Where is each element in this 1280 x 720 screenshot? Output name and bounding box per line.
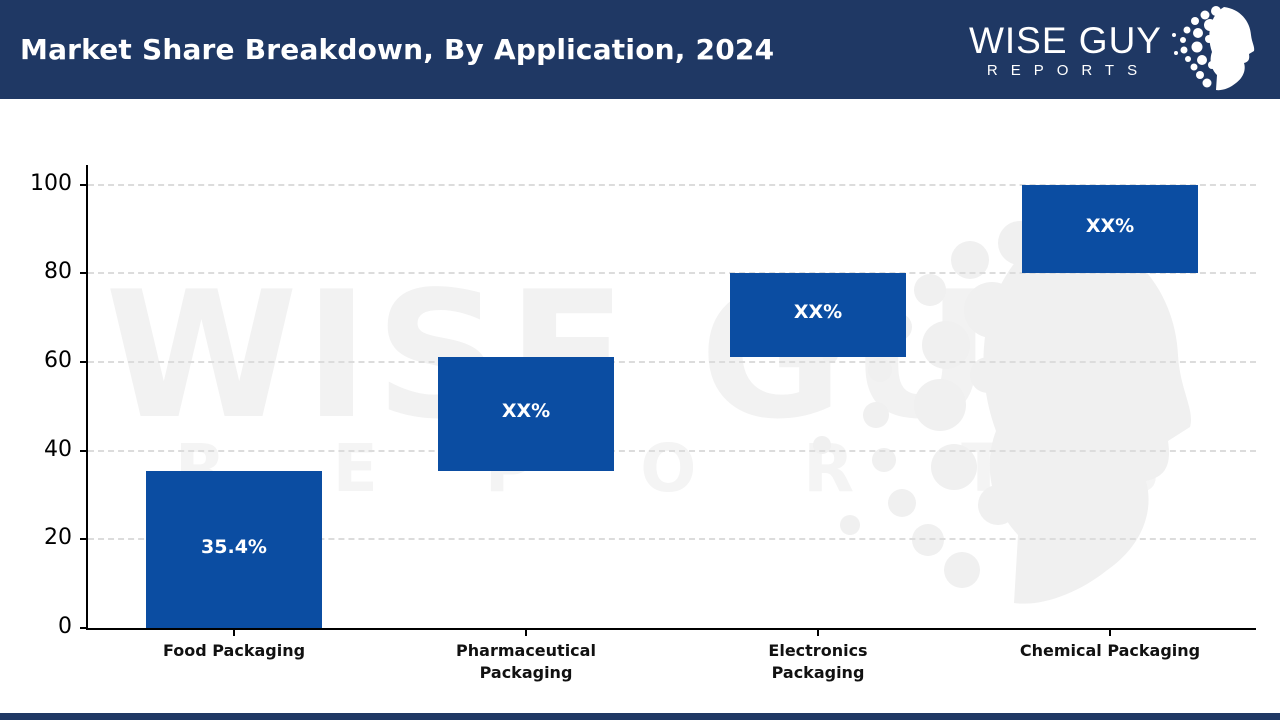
x-tick-mark [525, 628, 527, 636]
gridline [88, 272, 1256, 275]
footer-bar [0, 713, 1280, 720]
chart-title: Market Share Breakdown, By Application, … [20, 33, 775, 66]
bar-value-label: XX% [1085, 214, 1135, 237]
x-category-label: Pharmaceutical Packaging [456, 641, 596, 682]
y-tick-mark [80, 627, 88, 629]
x-axis-line [86, 628, 1256, 630]
y-tick-mark [80, 272, 88, 275]
watermark-subtitle: R E P O R T S [175, 430, 1203, 507]
gridline [88, 538, 1256, 541]
logo-wordmark: WISE GUY [968, 19, 1162, 61]
y-tick-label: 100 [30, 170, 72, 196]
x-tick-mark [233, 628, 235, 636]
logo-subtitle: REPORTS [986, 61, 1151, 79]
x-category-label: Electronics Packaging [768, 641, 868, 682]
y-tick-label: 40 [44, 436, 72, 462]
bar-0[interactable] [146, 471, 322, 628]
x-tick-mark [1109, 628, 1111, 636]
y-tick-label: 20 [44, 525, 72, 551]
y-tick-label: 60 [44, 347, 72, 373]
gridline [88, 449, 1256, 452]
wise-guy-reports-logo: WISE GUY REPORTS [969, 5, 1256, 95]
y-tick-mark [80, 360, 88, 363]
bar-2[interactable] [730, 273, 906, 358]
gridline [88, 360, 1256, 363]
logo-head-icon [1164, 5, 1256, 95]
gridline [88, 183, 1256, 186]
x-tick-mark [817, 628, 819, 636]
y-tick-mark [80, 538, 88, 541]
bar-value-label: XX% [793, 301, 843, 324]
y-tick-label: 80 [44, 259, 72, 285]
watermark-wordmark: WISE GUY [105, 255, 1131, 458]
header-bar: Market Share Breakdown, By Application, … [0, 0, 1280, 99]
x-category-label: Food Packaging [162, 641, 306, 660]
logo-text: WISE GUY REPORTS [969, 22, 1162, 78]
bar-value-label: XX% [501, 400, 551, 423]
y-tick-label: 0 [58, 614, 72, 639]
x-category-label: Chemical Packaging [1019, 641, 1201, 660]
bar-1[interactable] [438, 357, 614, 471]
y-tick-mark [80, 449, 88, 452]
y-axis-line [86, 165, 88, 630]
y-tick-mark [80, 183, 88, 186]
bar-value-label: 35.4% [201, 535, 267, 558]
